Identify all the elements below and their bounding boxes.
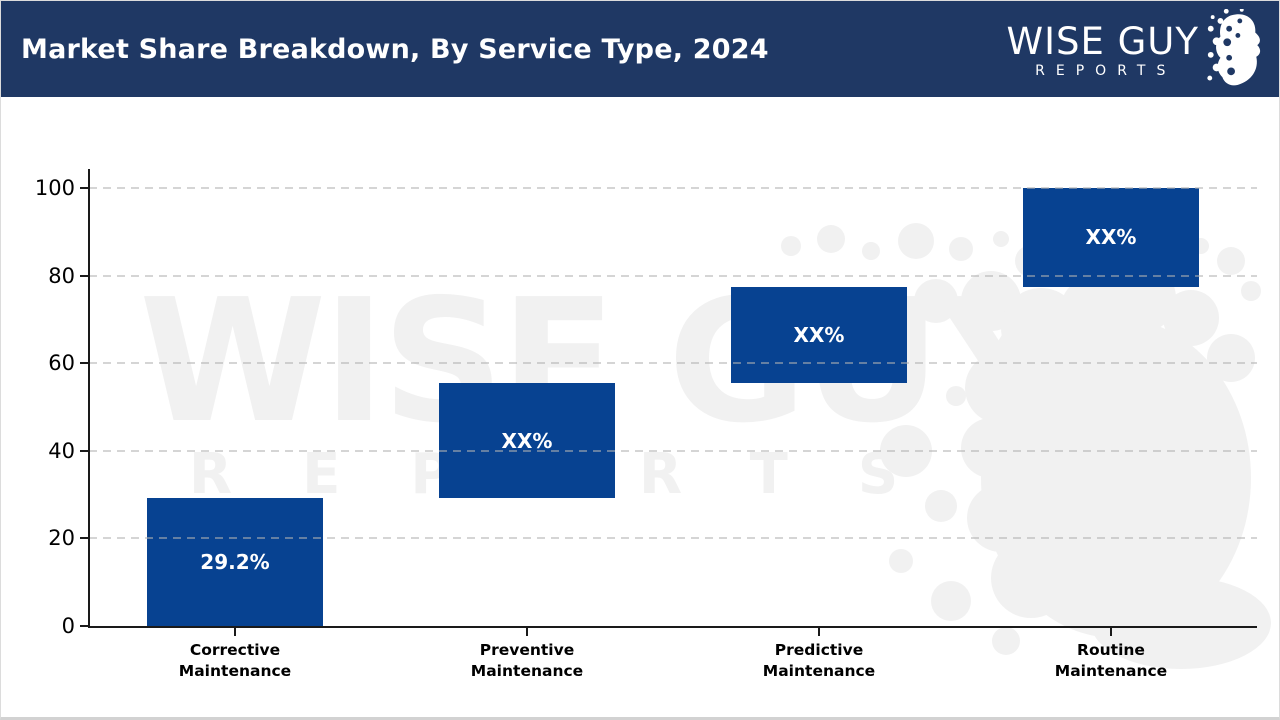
y-axis-tick — [80, 362, 89, 365]
bar-value-label: XX% — [793, 322, 845, 347]
x-axis-label-routine-maintenance: Routine Maintenance — [1054, 641, 1168, 681]
bar-preventive-maintenance: XX% — [439, 382, 615, 499]
y-axis-tick-label: 40 — [48, 438, 75, 463]
x-axis-label-corrective-maintenance: Corrective Maintenance — [178, 641, 292, 681]
x-axis-line — [88, 626, 1257, 628]
y-axis-tick — [80, 625, 89, 627]
y-axis-tick — [80, 537, 89, 540]
chart-title: Market Share Breakdown, By Service Type,… — [21, 33, 769, 65]
brand-logo-text: WISE GUY REPORTS — [1007, 23, 1199, 78]
gridline-100 — [89, 187, 1257, 189]
bar-corrective-maintenance: 29.2% — [147, 498, 323, 626]
y-axis-tick — [80, 187, 89, 189]
x-axis-tick — [818, 628, 820, 636]
watermark-head-dots-graphic — [781, 223, 1271, 669]
gridline-60 — [89, 362, 1257, 365]
bar-value-label: XX% — [501, 428, 553, 453]
x-axis-label-preventive-maintenance: Preventive Maintenance — [470, 641, 584, 681]
y-axis-tick-label: 20 — [48, 526, 75, 551]
y-axis-tick-label: 80 — [48, 263, 75, 288]
bar-predictive-maintenance: XX% — [731, 286, 907, 383]
brand-subtext: REPORTS — [1035, 62, 1177, 79]
y-axis-line — [88, 169, 90, 628]
gridline-20 — [89, 537, 1257, 540]
x-axis-tick — [234, 628, 236, 636]
brand-wordmark: WISE GUY — [1006, 19, 1199, 63]
brand-logo: WISE GUY REPORTS — [1007, 7, 1265, 93]
x-axis-tick — [1110, 628, 1112, 636]
bar-value-label: 29.2% — [200, 550, 270, 575]
header: Market Share Breakdown, By Service Type,… — [1, 1, 1279, 97]
y-axis-tick-label: 100 — [34, 176, 75, 200]
x-axis-tick — [526, 628, 528, 636]
y-axis-tick — [80, 274, 89, 277]
bar-routine-maintenance: XX% — [1023, 188, 1199, 287]
x-axis-label-predictive-maintenance: Predictive Maintenance — [762, 641, 876, 681]
gridline-80 — [89, 274, 1257, 277]
y-axis-tick-label: 0 — [61, 614, 75, 638]
y-axis-tick-label: 60 — [48, 351, 75, 376]
gridline-40 — [89, 449, 1257, 452]
brand-head-icon — [1207, 9, 1261, 86]
y-axis-tick — [80, 449, 89, 452]
bar-value-label: XX% — [1085, 225, 1137, 250]
